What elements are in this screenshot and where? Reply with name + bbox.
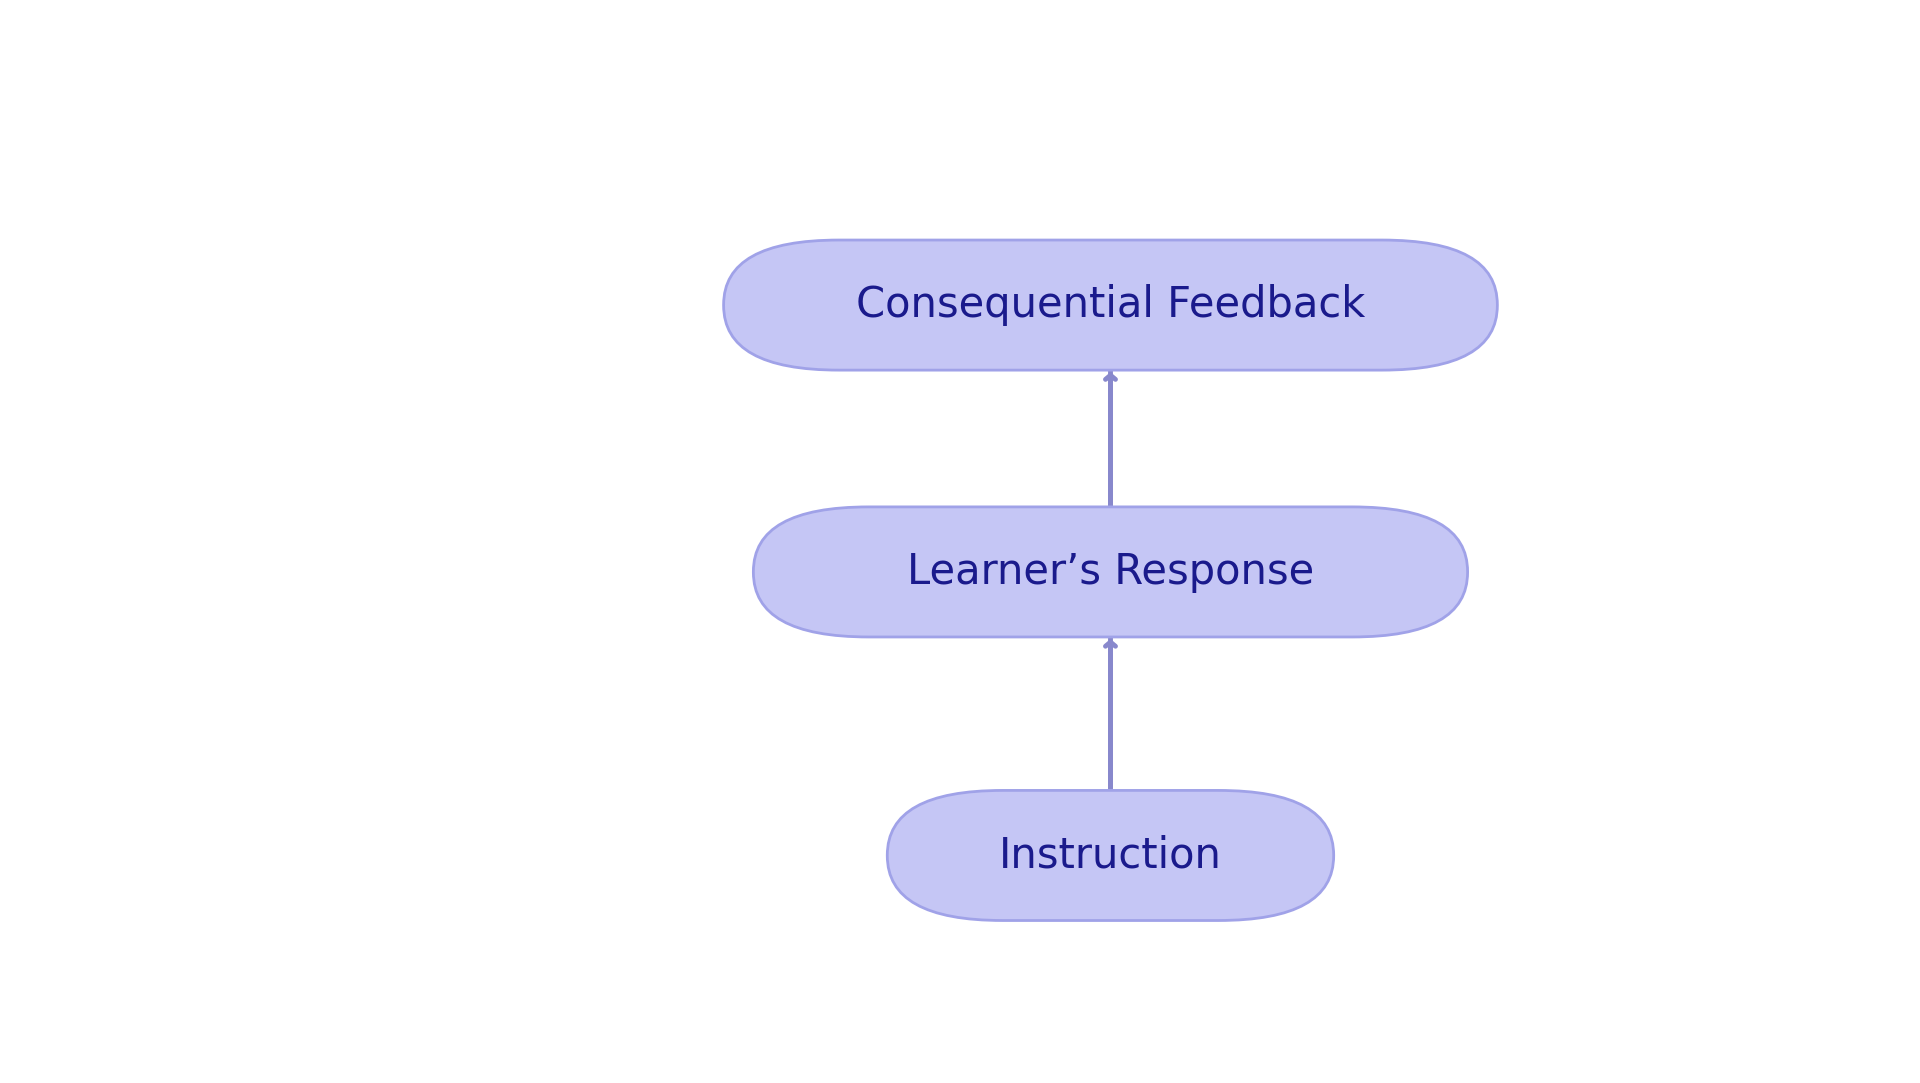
Text: Consequential Feedback: Consequential Feedback xyxy=(856,284,1365,326)
Text: Learner’s Response: Learner’s Response xyxy=(906,551,1313,592)
Text: Instruction: Instruction xyxy=(998,835,1221,876)
FancyBboxPatch shape xyxy=(753,507,1467,637)
FancyBboxPatch shape xyxy=(887,791,1334,921)
FancyBboxPatch shape xyxy=(724,240,1498,370)
